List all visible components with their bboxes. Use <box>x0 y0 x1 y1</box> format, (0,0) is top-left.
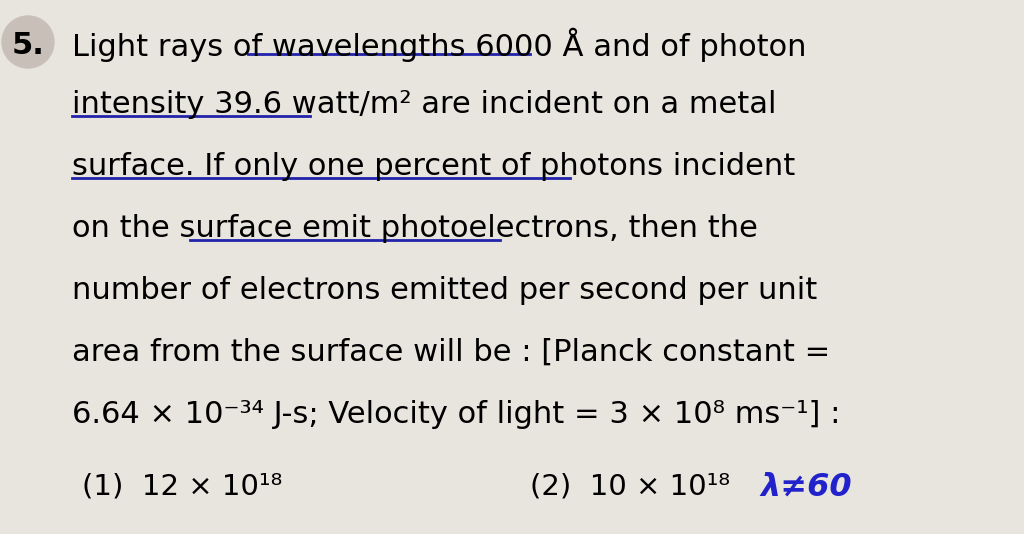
Text: number of electrons emitted per second per unit: number of electrons emitted per second p… <box>72 276 817 305</box>
Text: Light rays of wavelengths 6000 Å and of photon: Light rays of wavelengths 6000 Å and of … <box>72 28 807 62</box>
Text: (2)  10 × 10¹⁸: (2) 10 × 10¹⁸ <box>530 472 730 500</box>
Text: intensity 39.6 watt/m² are incident on a metal: intensity 39.6 watt/m² are incident on a… <box>72 90 776 119</box>
Text: λ≠60: λ≠60 <box>760 472 852 503</box>
Circle shape <box>2 16 54 68</box>
Text: 5.: 5. <box>11 32 44 60</box>
Text: on the surface emit photoelectrons, then the: on the surface emit photoelectrons, then… <box>72 214 758 243</box>
Text: 6.64 × 10⁻³⁴ J-s; Velocity of light = 3 × 10⁸ ms⁻¹] :: 6.64 × 10⁻³⁴ J-s; Velocity of light = 3 … <box>72 400 841 429</box>
Text: area from the surface will be : [Planck constant =: area from the surface will be : [Planck … <box>72 338 830 367</box>
Text: (1)  12 × 10¹⁸: (1) 12 × 10¹⁸ <box>82 472 283 500</box>
Text: surface. If only one percent of photons incident: surface. If only one percent of photons … <box>72 152 796 181</box>
